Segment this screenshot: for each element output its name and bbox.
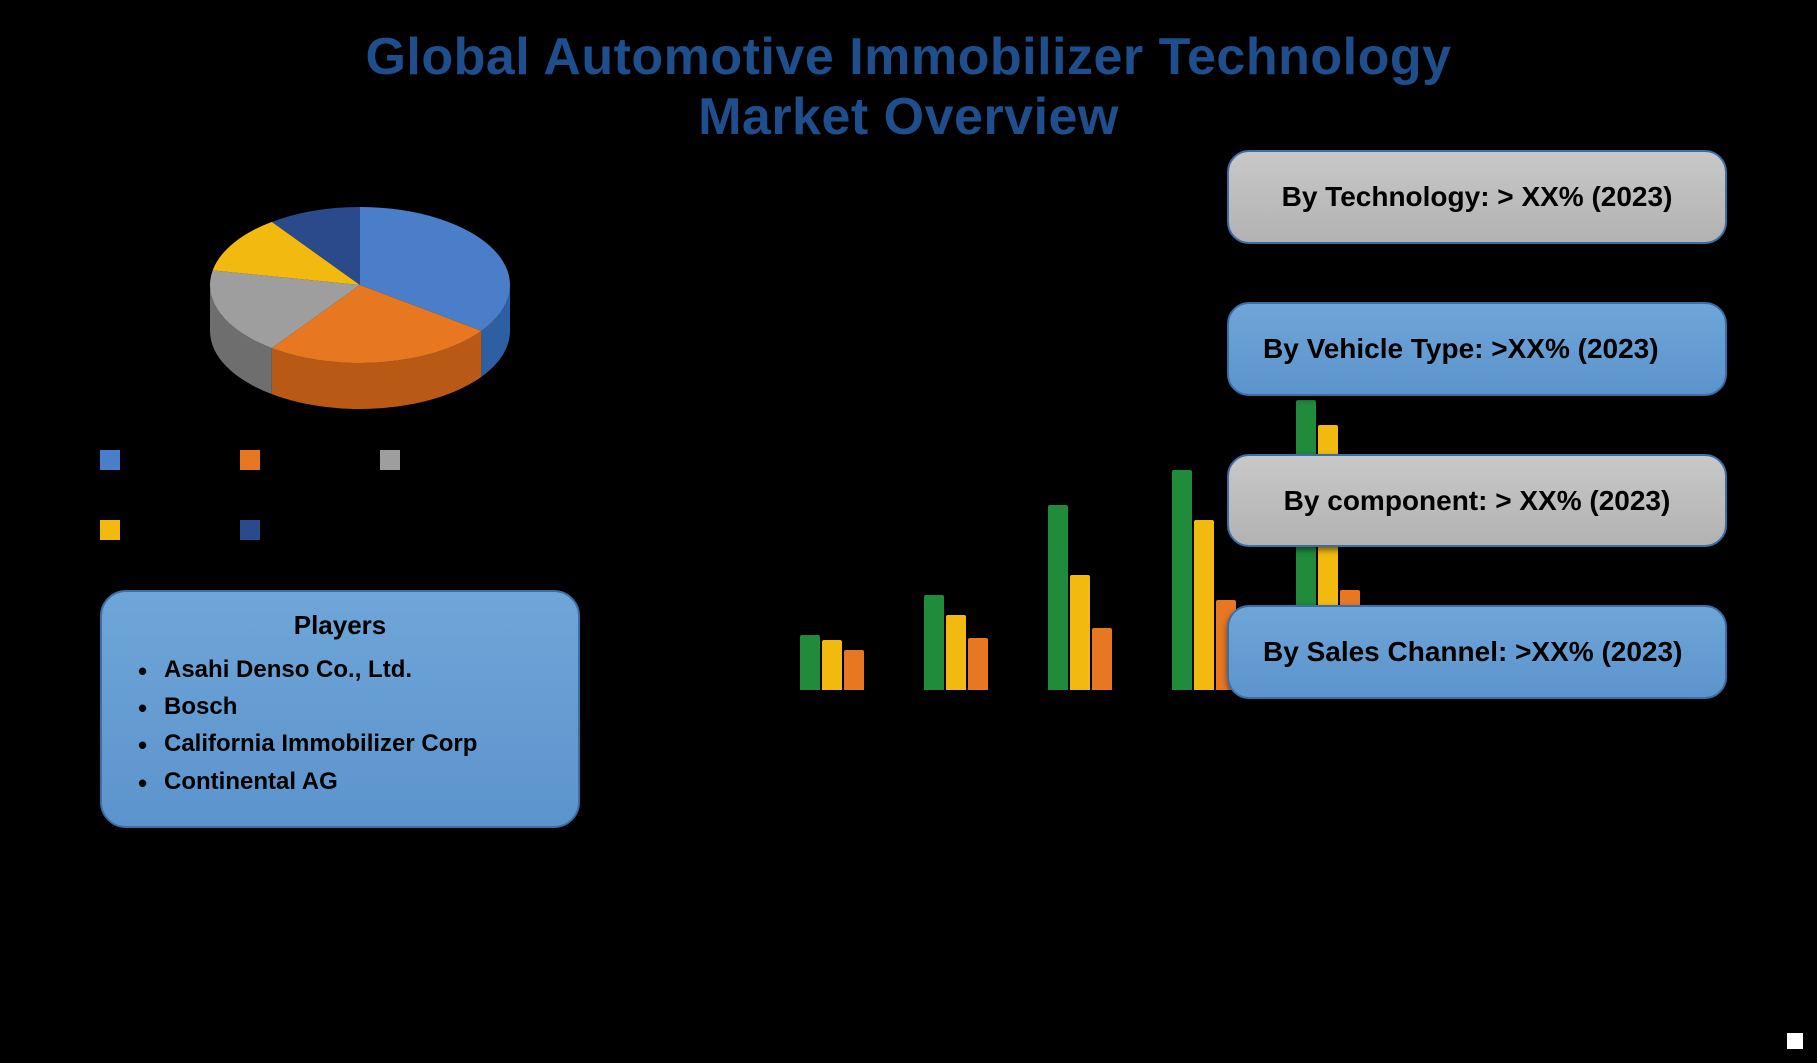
bar-chart [780, 360, 1220, 690]
bar [924, 595, 944, 690]
players-list-item: Bosch [130, 688, 550, 725]
bar [1194, 520, 1214, 690]
bar-group [924, 595, 988, 690]
segment-card: By component: > XX% (2023) [1227, 454, 1727, 548]
bar [1070, 575, 1090, 690]
pie-legend [100, 450, 600, 540]
bar [800, 635, 820, 690]
bar-group [1048, 505, 1112, 690]
corner-square-icon [1787, 1033, 1803, 1049]
legend-item [100, 450, 120, 470]
legend-item [240, 450, 260, 470]
legend-item [100, 520, 120, 540]
legend-row [100, 520, 600, 540]
bar [946, 615, 966, 690]
legend-swatch [240, 520, 260, 540]
title-line-2: Market Overview [698, 88, 1119, 146]
content-area: Players Asahi Denso Co., Ltd.BoschCalifo… [0, 190, 1817, 1050]
segment-card: By Vehicle Type: >XX% (2023) [1227, 302, 1727, 396]
legend-swatch [380, 450, 400, 470]
players-panel: Players Asahi Denso Co., Ltd.BoschCalifo… [100, 590, 580, 828]
bar [844, 650, 864, 690]
legend-swatch [240, 450, 260, 470]
pie-chart [180, 190, 540, 410]
segment-card: By Technology: > XX% (2023) [1227, 150, 1727, 244]
bar [1048, 505, 1068, 690]
players-heading: Players [130, 610, 550, 641]
pie-chart-svg [180, 190, 540, 410]
players-list-item: Continental AG [130, 763, 550, 800]
bar-group [800, 635, 864, 690]
title-line-1: Global Automotive Immobilizer Technology [365, 28, 1451, 86]
page-title: Global Automotive Immobilizer Technology… [0, 0, 1817, 148]
legend-item [380, 450, 400, 470]
bar [822, 640, 842, 690]
players-list-item: California Immobilizer Corp [130, 725, 550, 762]
right-column: By Technology: > XX% (2023) By Vehicle Ty… [1227, 150, 1727, 699]
bar [1172, 470, 1192, 690]
legend-swatch [100, 520, 120, 540]
middle-column [780, 360, 1220, 690]
legend-item [240, 520, 260, 540]
bar [1092, 628, 1112, 690]
players-list: Asahi Denso Co., Ltd.BoschCalifornia Imm… [130, 651, 550, 800]
left-column: Players Asahi Denso Co., Ltd.BoschCalifo… [100, 190, 600, 828]
legend-swatch [100, 450, 120, 470]
legend-row [100, 450, 600, 470]
segment-card: By Sales Channel: >XX% (2023) [1227, 605, 1727, 699]
bar [968, 638, 988, 690]
players-list-item: Asahi Denso Co., Ltd. [130, 651, 550, 688]
